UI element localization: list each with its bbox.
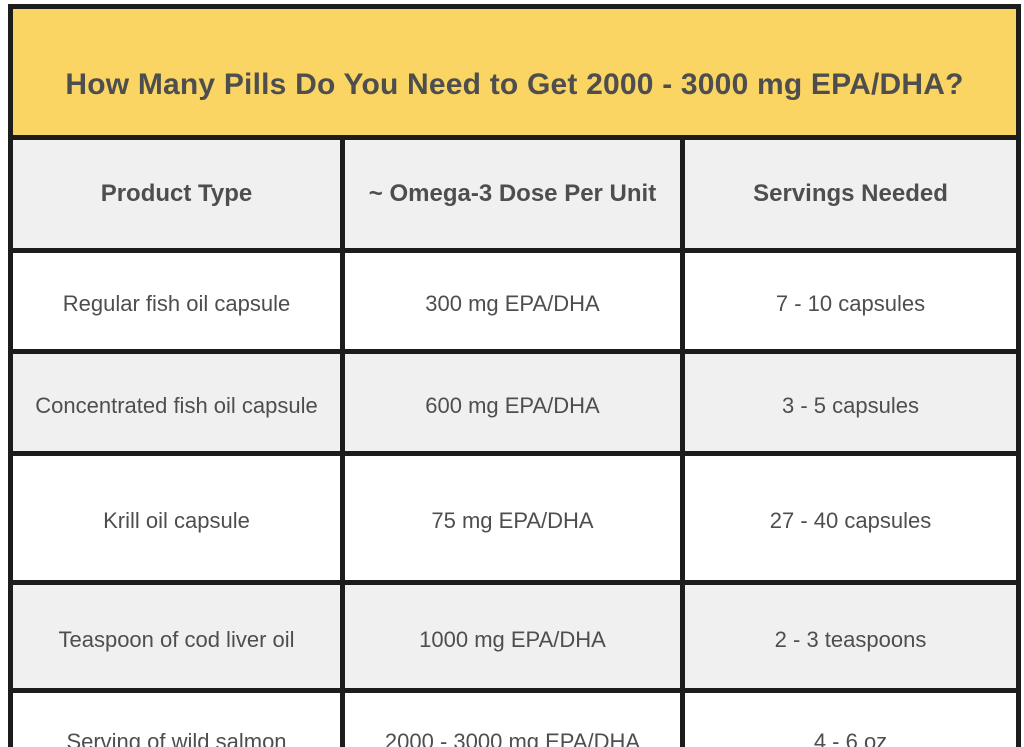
table-row: Teaspoon of cod liver oil 1000 mg EPA/DH… [8, 580, 1021, 693]
cell-dose-per-unit: 300 mg EPA/DHA [340, 248, 685, 354]
column-header-servings-needed: Servings Needed [680, 135, 1021, 253]
cell-servings-needed: 27 - 40 capsules [680, 451, 1021, 585]
table-row: Krill oil capsule 75 mg EPA/DHA 27 - 40 … [8, 451, 1021, 585]
title-banner-row: How Many Pills Do You Need to Get 2000 -… [8, 4, 1021, 140]
column-header-dose-per-unit: ~ Omega-3 Dose Per Unit [340, 135, 685, 253]
cell-product-type: Concentrated fish oil capsule [8, 349, 345, 456]
cell-dose-per-unit: 600 mg EPA/DHA [340, 349, 685, 456]
table-row: Concentrated fish oil capsule 600 mg EPA… [8, 349, 1021, 456]
cell-dose-per-unit: 75 mg EPA/DHA [340, 451, 685, 585]
column-header-row: Product Type ~ Omega-3 Dose Per Unit Ser… [8, 135, 1021, 253]
cell-dose-per-unit: 1000 mg EPA/DHA [340, 580, 685, 693]
table-row: Serving of wild salmon 2000 - 3000 mg EP… [8, 688, 1021, 747]
cell-servings-needed: 2 - 3 teaspoons [680, 580, 1021, 693]
cell-product-type: Regular fish oil capsule [8, 248, 345, 354]
cell-product-type: Teaspoon of cod liver oil [8, 580, 345, 693]
column-header-product-type: Product Type [8, 135, 345, 253]
cell-dose-per-unit: 2000 - 3000 mg EPA/DHA [340, 688, 685, 747]
cell-servings-needed: 3 - 5 capsules [680, 349, 1021, 456]
cell-servings-needed: 4 - 6 oz [680, 688, 1021, 747]
cell-product-type: Serving of wild salmon [8, 688, 345, 747]
omega3-dosage-table: How Many Pills Do You Need to Get 2000 -… [8, 4, 1021, 747]
cell-product-type: Krill oil capsule [8, 451, 345, 585]
cell-servings-needed: 7 - 10 capsules [680, 248, 1021, 354]
table-title: How Many Pills Do You Need to Get 2000 -… [8, 4, 1021, 140]
table-row: Regular fish oil capsule 300 mg EPA/DHA … [8, 248, 1021, 354]
